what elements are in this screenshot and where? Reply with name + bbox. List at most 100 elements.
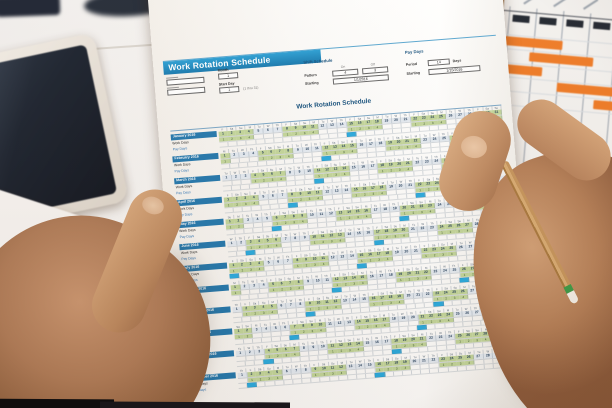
- pay-day-cell: [456, 233, 466, 239]
- pay-day-cell: [256, 381, 267, 387]
- day-number-cell: 23: [438, 356, 448, 362]
- work-shift-cell: 2: [273, 353, 283, 359]
- day-number-cell: 21: [408, 226, 419, 232]
- work-shift-cell: 3: [327, 238, 337, 244]
- work-shift-cell: [259, 199, 270, 205]
- day-number-cell: 13: [336, 210, 345, 216]
- work-shift-cell: 4: [340, 171, 351, 177]
- pay-day-cell: [421, 148, 432, 154]
- day-number-cell: 11: [327, 343, 337, 349]
- day-number-cell: 10: [304, 168, 315, 174]
- day-number-cell: 23: [423, 181, 433, 187]
- day-number-cell: 10: [314, 300, 323, 306]
- work-shift-cell: 3: [241, 201, 251, 207]
- day-number-cell: 4: [254, 260, 265, 266]
- work-shift-cell: [389, 321, 400, 327]
- day-number-cell: 13: [331, 166, 341, 172]
- pay-day-cell: [315, 311, 325, 317]
- month-label: April 2016: [175, 196, 223, 207]
- pattern-off-box: 3: [361, 66, 389, 74]
- pay-day-cell: [419, 346, 429, 353]
- work-shift-cell: [365, 367, 376, 373]
- work-shift-cell: 2: [345, 215, 354, 221]
- day-number-cell: 18: [377, 162, 387, 168]
- gantt-header-cell: [566, 19, 584, 28]
- day-number-cell: 15: [357, 274, 368, 280]
- work-shift-cell: 2: [237, 267, 247, 273]
- day-number-cell: 7: [289, 346, 300, 352]
- day-number-cell: 1: [218, 131, 228, 137]
- pay-day-cell: [399, 326, 409, 332]
- pay-day-cell: [341, 176, 351, 182]
- pay-day-cell: [258, 293, 269, 299]
- work-shift-cell: 2: [267, 154, 277, 161]
- day-number-cell: 1: [223, 197, 233, 203]
- pay-day-cell: [372, 218, 382, 224]
- work-shift-cell: 1: [272, 220, 282, 226]
- pay-day-cell: [288, 202, 298, 208]
- work-shift-cell: [359, 169, 370, 175]
- pay-day-cell: [262, 226, 273, 232]
- day-number-cell: 21: [403, 160, 414, 166]
- pay-day-cell: [416, 192, 426, 198]
- pay-day-cell: [370, 306, 380, 312]
- work-shift-cell: 1: [347, 126, 357, 132]
- pay-day-cell: [452, 300, 462, 306]
- work-shift-cell: 4: [313, 195, 324, 201]
- work-shift-cell: [456, 250, 467, 256]
- day-number-cell: 5: [253, 128, 264, 134]
- work-shift-cell: [268, 198, 279, 205]
- day-number-cell: 4: [264, 370, 274, 376]
- pay-day-cell: [299, 224, 309, 230]
- pay-day-cell: [410, 347, 420, 353]
- pay-day-cell: [384, 261, 395, 267]
- pay-day-cell: [414, 170, 425, 176]
- work-shift-cell: [360, 302, 370, 308]
- work-shift-cell: [356, 368, 366, 374]
- day-number-cell: 15: [351, 187, 361, 193]
- page-title: Work Rotation Schedule: [162, 49, 322, 75]
- day-number-cell: 9: [310, 366, 320, 372]
- day-number-cell: 14: [355, 363, 366, 369]
- pay-day-cell: [271, 226, 282, 232]
- day-number-cell: 5: [268, 281, 278, 287]
- work-shift-cell: 2: [330, 149, 340, 156]
- day-number-cell: 6: [280, 324, 291, 331]
- day-number-cell: 19: [390, 228, 400, 234]
- day-number-cell: 3: [243, 217, 254, 223]
- day-number-cell: 23: [425, 203, 436, 209]
- work-shift-cell: 1: [220, 158, 231, 164]
- pay-day-cell: [255, 139, 266, 145]
- work-shift-cell: 4: [298, 218, 309, 224]
- work-shift-cell: 4: [436, 119, 447, 125]
- work-shift-cell: [232, 312, 243, 318]
- pay-day-cell: [407, 193, 417, 199]
- pay-day-cell: [453, 322, 464, 328]
- day-number-cell: 16: [367, 273, 378, 280]
- work-shift-cell: 2: [341, 281, 351, 287]
- work-shift-cell: [335, 326, 346, 332]
- day-number-cell: 18: [380, 206, 391, 212]
- day-number-cell: 5: [263, 238, 273, 244]
- day-number-cell: 21: [412, 270, 422, 276]
- day-number-cell: 21: [418, 314, 427, 320]
- work-shift-cell: [347, 258, 358, 265]
- pay-day-cell: [388, 305, 398, 311]
- work-shift-cell: 1: [311, 372, 321, 378]
- day-number-cell: 16: [372, 339, 383, 345]
- shift-starting-box: 1/1/2016: [332, 74, 389, 85]
- pay-day-cell: [246, 139, 257, 145]
- pay-day-cell: [254, 359, 265, 366]
- day-number-cell: 9: [301, 257, 311, 263]
- pay-day-cell: [346, 242, 357, 248]
- pay-day-cell: [362, 329, 373, 335]
- work-shift-cell: 1: [439, 362, 448, 368]
- day-number-cell: 20: [404, 293, 415, 299]
- pay-day-cell: [277, 181, 288, 187]
- work-shift-cell: 3: [374, 256, 384, 262]
- pattern-off-label: Off: [370, 62, 376, 67]
- pay-day-cell: [234, 339, 245, 345]
- work-shift-cell: 2: [386, 167, 396, 173]
- work-shift-cell: 3: [450, 295, 460, 301]
- day-number-cell: 6: [263, 127, 274, 133]
